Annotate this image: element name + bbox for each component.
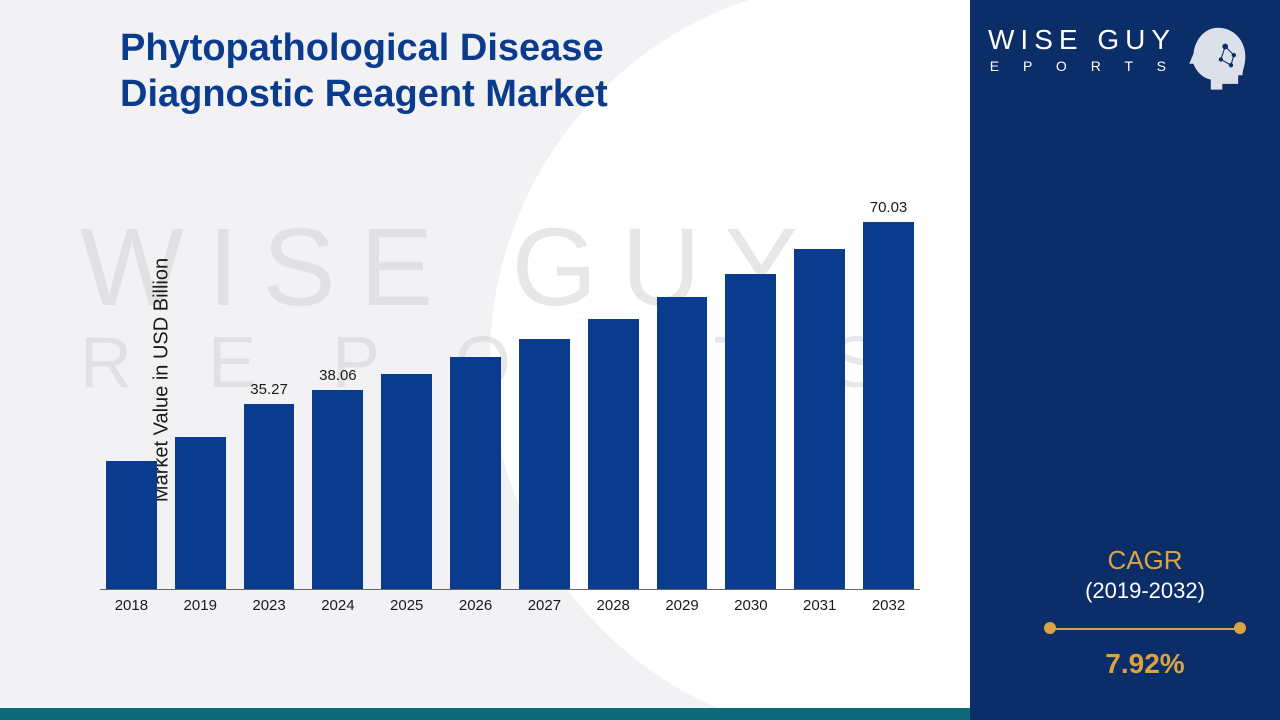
bar-col <box>657 297 708 589</box>
cagr-block: CAGR (2019-2032) 7.92% <box>1010 545 1280 680</box>
x-axis-line <box>100 589 920 590</box>
x-tick-label: 2025 <box>381 597 432 614</box>
bars-container: 35.27 38.06 70.03 <box>100 170 920 589</box>
x-tick-label: 2028 <box>588 597 639 614</box>
x-tick-label: 2031 <box>794 597 845 614</box>
bar-rect <box>175 437 226 589</box>
x-ticks: 2018 2019 2023 2024 2025 2026 2027 2028 2029 2030… <box>100 597 920 614</box>
bottom-accent-strip <box>0 708 970 720</box>
bar-rect <box>450 357 501 589</box>
logo-text-sub: R E P O R T S <box>956 58 1176 74</box>
x-tick-label: 2027 <box>519 597 570 614</box>
x-tick-label: 2029 <box>657 597 708 614</box>
bar-value-label: 35.27 <box>250 381 288 398</box>
brand-logo: WISE GUY R E P O R T S <box>956 24 1254 74</box>
bar-col <box>794 249 845 589</box>
bar-col: 70.03 <box>863 222 914 589</box>
bar-rect <box>312 390 363 589</box>
bar-col <box>450 357 501 589</box>
bar-rect <box>381 374 432 589</box>
bar-rect <box>794 249 845 589</box>
logo-text-top: WISE GUY <box>956 24 1176 56</box>
bar-col <box>106 461 157 589</box>
cagr-range: (2019-2032) <box>1010 578 1280 604</box>
x-tick-label: 2032 <box>863 597 914 614</box>
x-tick-label: 2024 <box>312 597 363 614</box>
bar-rect <box>725 274 776 589</box>
chart-title: Phytopathological Disease Diagnostic Rea… <box>120 26 608 117</box>
bar-chart: Market Value in USD Billion 35.2738.0670… <box>50 170 920 590</box>
bar-col: 35.27 <box>244 404 295 589</box>
bar-col <box>519 339 570 589</box>
plot-area: 35.27 38.06 70.03 <box>100 170 920 590</box>
bar-rect <box>588 319 639 589</box>
bar-rect <box>657 297 708 589</box>
cagr-label: CAGR <box>1010 545 1280 576</box>
bar-rect <box>519 339 570 589</box>
cagr-value: 7.92% <box>1010 648 1280 680</box>
bar-rect <box>244 404 295 589</box>
logo-head-icon <box>1182 22 1254 94</box>
bar-value-label: 38.06 <box>319 367 357 384</box>
bar-rect <box>106 461 157 589</box>
bar-col <box>725 274 776 589</box>
title-line-2: Diagnostic Reagent Market <box>120 72 608 118</box>
cagr-divider <box>1050 616 1240 640</box>
x-tick-label: 2023 <box>244 597 295 614</box>
x-tick-label: 2019 <box>175 597 226 614</box>
x-tick-label: 2026 <box>450 597 501 614</box>
bar-value-label: 70.03 <box>870 199 908 216</box>
bar-col <box>175 437 226 589</box>
bar-rect <box>863 222 914 589</box>
page-root: WISE GUY R E P O R T S Phytopathological… <box>0 0 1280 720</box>
x-tick-label: 2018 <box>106 597 157 614</box>
bar-col <box>381 374 432 589</box>
bar-col: 38.06 <box>312 390 363 589</box>
bar-col <box>588 319 639 589</box>
title-line-1: Phytopathological Disease <box>120 26 608 72</box>
x-tick-label: 2030 <box>725 597 776 614</box>
